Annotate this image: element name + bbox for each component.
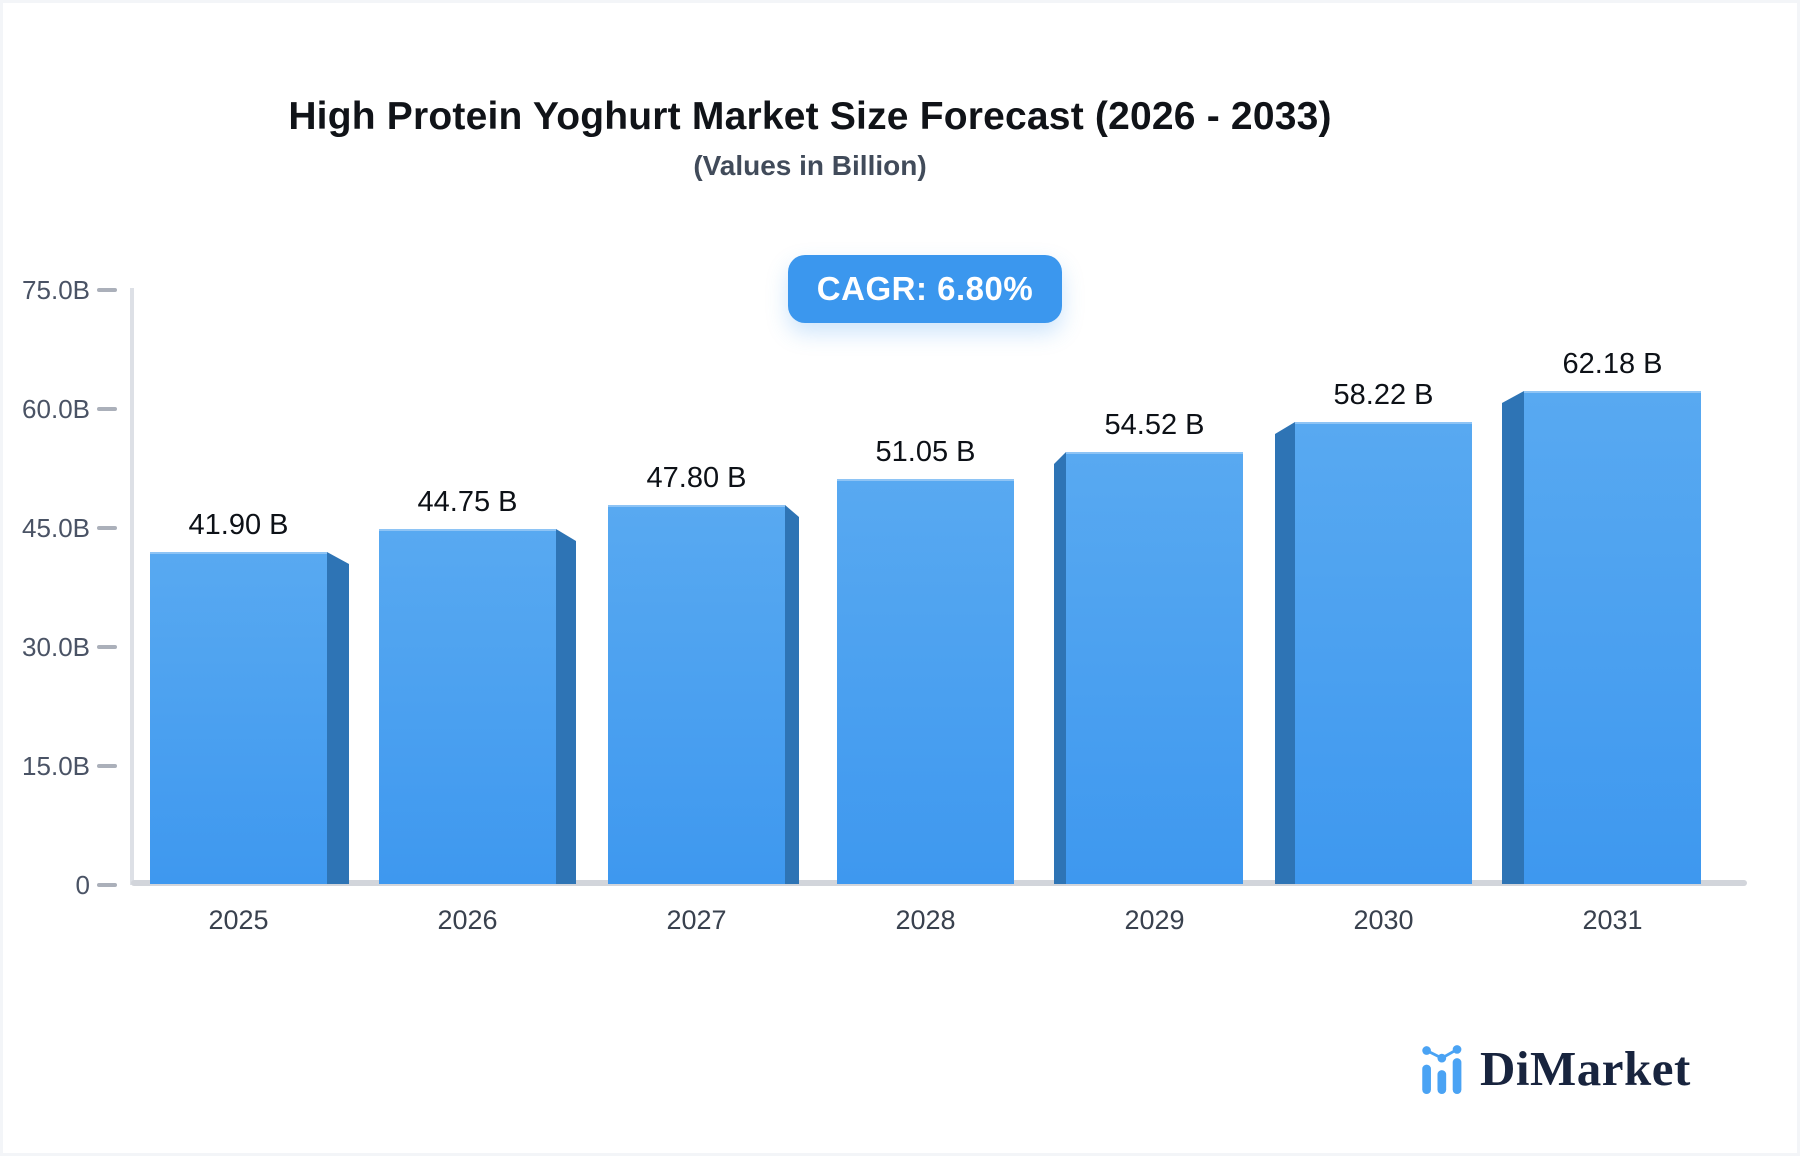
y-axis-tick: [97, 883, 117, 887]
x-axis-category-label: 2028: [895, 905, 956, 935]
y-axis-tick-label: 75.0B: [22, 275, 90, 306]
bar-3d-side: [1054, 452, 1066, 884]
brand-name: DiMarket: [1480, 1041, 1691, 1096]
y-axis-tick: [97, 526, 117, 531]
chart-header: High Protein Yoghurt Market Size Forecas…: [0, 94, 1620, 182]
cagr-badge-label: CAGR: 6.80%: [816, 270, 1034, 307]
bar-value-label: 54.52 B: [1104, 409, 1205, 441]
cagr-badge: CAGR: 6.80%: [788, 255, 1062, 323]
y-axis-tick-label: 0: [75, 870, 90, 900]
y-axis-tick: [97, 288, 117, 293]
bar-2025: [150, 552, 327, 884]
bar-3d-side: [556, 529, 576, 884]
chart-title: High Protein Yoghurt Market Size Forecas…: [288, 95, 1332, 138]
bar-3d-side: [1275, 422, 1295, 884]
y-axis-tick: [97, 645, 117, 650]
bar-3d-side: [1502, 391, 1524, 884]
bar-value-label: 44.75 B: [417, 486, 518, 518]
x-axis-category-label: 2025: [208, 905, 269, 935]
y-axis-tick-label: 30.0B: [22, 632, 90, 663]
y-axis-line: [130, 288, 134, 885]
bar-2026: [379, 529, 556, 884]
x-axis-category-label: 2031: [1582, 905, 1643, 935]
bar-2029: [1066, 452, 1243, 884]
y-axis-tick: [97, 764, 117, 769]
x-axis-category-label: 2029: [1124, 905, 1185, 935]
chart-subtitle: (Values in Billion): [693, 150, 927, 181]
bar-value-label: 47.80 B: [646, 462, 747, 494]
y-axis-tick: [97, 407, 117, 412]
brand-bar-chart-icon: [1422, 1044, 1462, 1094]
bar-value-label: 58.22 B: [1333, 379, 1434, 411]
bar-value-label: 62.18 B: [1562, 348, 1663, 380]
x-axis-category-label: 2026: [437, 905, 498, 935]
y-axis-tick-label: 15.0B: [22, 751, 90, 782]
bar-3d-side: [327, 552, 349, 884]
bar-2028: [837, 479, 1014, 884]
y-axis-tick-label: 60.0B: [22, 394, 90, 425]
bar-3d-side: [785, 505, 799, 884]
x-axis-category-label: 2030: [1353, 905, 1414, 935]
bar-value-label: 41.90 B: [188, 509, 289, 541]
brand-logo: DiMarket: [1420, 1040, 1691, 1097]
bar-2027: [608, 505, 785, 884]
y-axis-tick-label: 45.0B: [22, 513, 90, 544]
bar-2031: [1524, 391, 1701, 884]
bar-2030: [1295, 422, 1472, 884]
x-axis-category-label: 2027: [666, 905, 727, 935]
bar-value-label: 51.05 B: [875, 436, 976, 468]
